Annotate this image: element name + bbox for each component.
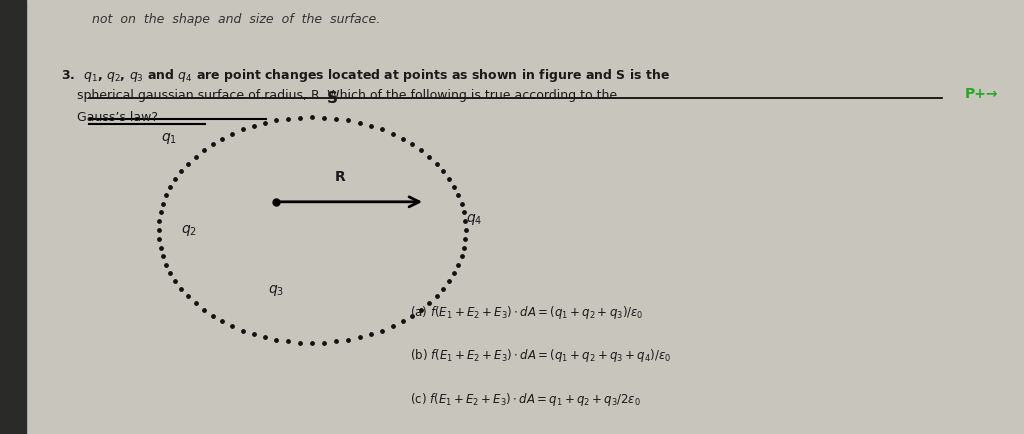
Point [362, 331, 379, 338]
Point [155, 253, 171, 260]
Point [246, 331, 262, 338]
Point [394, 135, 411, 142]
Point [458, 235, 474, 242]
Point [304, 114, 321, 121]
Text: (a) $f(E_1+E_2+E_3)\cdot dA=(q_1+q_2+q_3)/\varepsilon_0$: (a) $f(E_1+E_2+E_3)\cdot dA=(q_1+q_2+q_3… [410, 304, 643, 321]
Point [153, 209, 169, 216]
Point [458, 227, 474, 233]
Point [428, 160, 444, 167]
Point [384, 323, 400, 330]
Point [268, 117, 285, 124]
Point [454, 200, 470, 207]
Bar [0, 0, 26, 434]
Point [351, 334, 368, 341]
Point [403, 312, 420, 319]
Point [374, 126, 390, 133]
Point [155, 200, 171, 207]
Text: $q_3$: $q_3$ [268, 283, 285, 298]
Point [187, 153, 204, 160]
Text: $q_2$: $q_2$ [181, 223, 198, 237]
Point [328, 338, 344, 345]
Point [257, 334, 273, 341]
Point [205, 141, 221, 148]
Point [224, 323, 241, 330]
Point [224, 130, 241, 137]
Point [281, 338, 297, 345]
Text: $q_4$: $q_4$ [466, 212, 482, 227]
Point [304, 339, 321, 346]
Point [351, 119, 368, 126]
Point [257, 119, 273, 126]
Point [421, 153, 437, 160]
Point [151, 235, 167, 242]
Text: S: S [328, 91, 338, 106]
Point [316, 339, 333, 346]
Text: spherical gaussian surface of radius, R. Which of the following is true accordin: spherical gaussian surface of radius, R.… [61, 89, 617, 102]
Point [292, 339, 308, 346]
Point [374, 327, 390, 334]
Point [281, 115, 297, 122]
Point [151, 218, 167, 225]
Text: $q_1$: $q_1$ [161, 132, 177, 146]
Point [413, 306, 429, 313]
Point [173, 286, 189, 293]
Point [456, 244, 472, 251]
Point [167, 278, 183, 285]
Point [234, 327, 251, 334]
Point [292, 114, 308, 121]
Point [403, 141, 420, 148]
Point [180, 293, 197, 300]
Point [441, 278, 458, 285]
Point [446, 270, 463, 276]
Point [158, 192, 174, 199]
Point [173, 168, 189, 174]
Point [180, 160, 197, 167]
Point [158, 261, 174, 268]
Text: R: R [335, 171, 346, 184]
Point [435, 286, 452, 293]
Point [196, 306, 212, 313]
Point [205, 312, 221, 319]
Point [234, 126, 251, 133]
Text: Gauss’s law?: Gauss’s law? [61, 111, 159, 124]
Point [167, 175, 183, 182]
Point [340, 117, 356, 124]
Point [214, 135, 230, 142]
Point [421, 300, 437, 307]
Point [340, 336, 356, 343]
Point [428, 293, 444, 300]
Point [456, 209, 472, 216]
Point [435, 168, 452, 174]
Point [384, 130, 400, 137]
Point [153, 244, 169, 251]
Text: not  on  the  shape  and  size  of  the  surface.: not on the shape and size of the surface… [92, 13, 380, 26]
Point [458, 218, 474, 225]
Point [316, 114, 333, 121]
Point [214, 318, 230, 325]
Text: (c) $f(E_1+E_2+E_3)\cdot dA=q_1+q_2+q_3/2\varepsilon_0$: (c) $f(E_1+E_2+E_3)\cdot dA=q_1+q_2+q_3/… [410, 391, 640, 408]
Point [413, 147, 429, 154]
Point [441, 175, 458, 182]
Point [196, 147, 212, 154]
Point [162, 270, 178, 276]
Point [451, 261, 467, 268]
Point [362, 122, 379, 129]
Point [451, 192, 467, 199]
Text: (b) $f(E_1+E_2+E_3)\cdot dA=(q_1+q_2+q_3+q_4)/\varepsilon_0$: (b) $f(E_1+E_2+E_3)\cdot dA=(q_1+q_2+q_3… [410, 347, 671, 364]
Point [268, 336, 285, 343]
Point [446, 184, 463, 191]
Point [187, 300, 204, 307]
Point [454, 253, 470, 260]
Text: 3.  $q_1$, $q_2$, $q_3$ and $q_4$ are point changes located at points as shown i: 3. $q_1$, $q_2$, $q_3$ and $q_4$ are poi… [61, 67, 671, 84]
Text: P+→: P+→ [965, 87, 998, 101]
Point [394, 318, 411, 325]
Point [246, 122, 262, 129]
Point [162, 184, 178, 191]
Point [328, 115, 344, 122]
Point [151, 227, 167, 233]
